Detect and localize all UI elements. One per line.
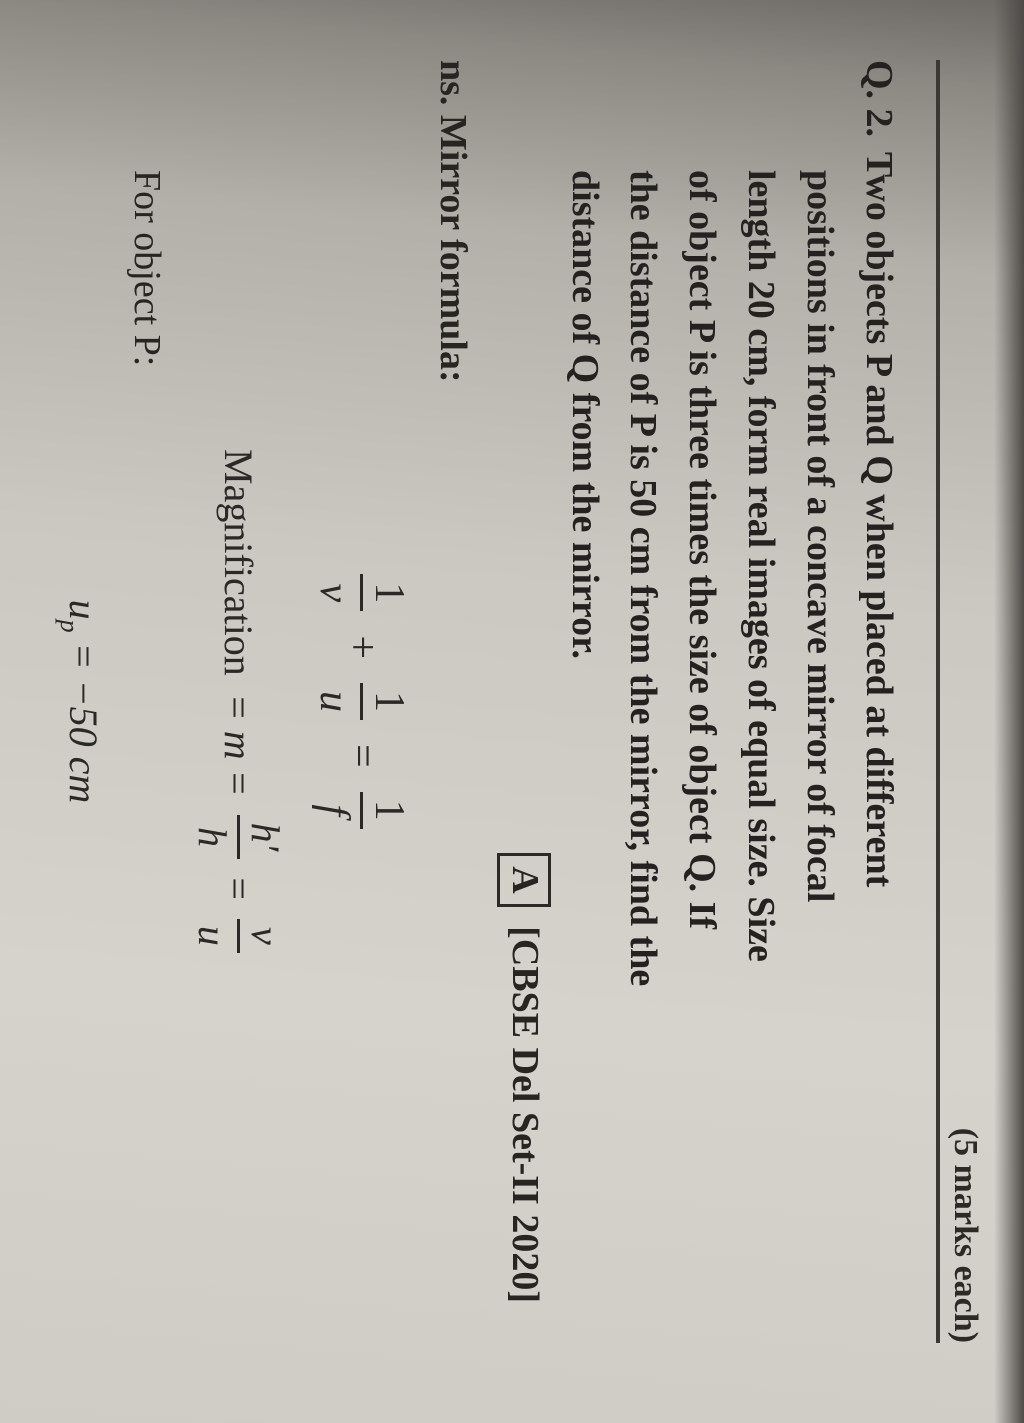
question-body: positions in front of a concave mirror o… bbox=[555, 60, 849, 1340]
frac2-num: 1 bbox=[360, 683, 411, 720]
frac3-den: f bbox=[312, 796, 360, 824]
paper-surface: (5 marks each) Q. 2. Two objects P and Q… bbox=[0, 0, 1024, 1423]
fraction-3: 1 f bbox=[312, 792, 411, 829]
source-box: A bbox=[497, 853, 551, 906]
u-equals: = bbox=[61, 643, 106, 670]
question-line-1: positions in front of a concave mirror o… bbox=[790, 170, 849, 1340]
source-line: A [CBSE Del Set-II 2020] bbox=[497, 60, 551, 1343]
question-first-line: Q. 2. Two objects P and Q when placed at… bbox=[849, 60, 908, 1340]
rotated-page: (5 marks each) Q. 2. Two objects P and Q… bbox=[0, 0, 1024, 1024]
u-value: −50 cm bbox=[61, 680, 106, 804]
section-header-bar: (5 marks each) bbox=[936, 60, 984, 1343]
question-line-4: the distance of P is 50 cm from the mirr… bbox=[614, 170, 673, 1340]
u-sub-p-line: up = −50 cm bbox=[54, 60, 107, 1343]
mag-f2-den: u bbox=[191, 918, 237, 954]
mag-f2-num: v bbox=[237, 919, 286, 953]
for-object-line: For object P: bbox=[125, 60, 169, 1343]
equals-1: = bbox=[336, 744, 386, 768]
question-block: Q. 2. Two objects P and Q when placed at… bbox=[555, 60, 908, 1340]
mag-frac-1: h′ h bbox=[191, 815, 286, 860]
magnification-equation: Magnification = m = h′ h = v u bbox=[191, 60, 286, 1343]
frac3-num: 1 bbox=[360, 792, 411, 829]
answer-prefix: ns. bbox=[432, 60, 474, 105]
mag-f1-den: h bbox=[191, 819, 237, 855]
question-line-0: Two objects P and Q when placed at diffe… bbox=[858, 152, 900, 887]
mag-frac-2: v u bbox=[191, 918, 286, 954]
fraction-1: 1 v bbox=[312, 574, 411, 611]
frac2-den: u bbox=[312, 683, 360, 720]
question-number: Q. 2. bbox=[849, 60, 908, 137]
question-line-2: length 20 cm, form real images of equal … bbox=[731, 170, 790, 1340]
u-symbol: u bbox=[61, 600, 106, 620]
answer-row: ns. Mirror formula: bbox=[431, 60, 475, 1343]
frac1-den: v bbox=[312, 575, 360, 610]
question-line-3: of object P is three times the size of o… bbox=[672, 170, 731, 1340]
header-right: (5 marks each) bbox=[946, 1128, 984, 1343]
plus-operator: + bbox=[336, 635, 386, 659]
mirror-formula-label: Mirror formula: bbox=[432, 115, 474, 383]
question-line-5: distance of Q from the mirror. bbox=[555, 170, 614, 1340]
mag-equals: = bbox=[215, 877, 262, 900]
magnification-label: Magnification bbox=[215, 449, 262, 676]
fraction-2: 1 u bbox=[312, 683, 411, 720]
source-text: [CBSE Del Set-II 2020] bbox=[504, 926, 546, 1303]
mag-lead: = m = bbox=[215, 694, 262, 797]
mag-f1-num: h′ bbox=[237, 815, 286, 860]
top-shadow bbox=[994, 0, 1024, 1423]
u-subscript: p bbox=[55, 620, 84, 633]
mirror-formula-equation: 1 v + 1 u = 1 f bbox=[312, 60, 411, 1343]
frac1-num: 1 bbox=[360, 574, 411, 611]
